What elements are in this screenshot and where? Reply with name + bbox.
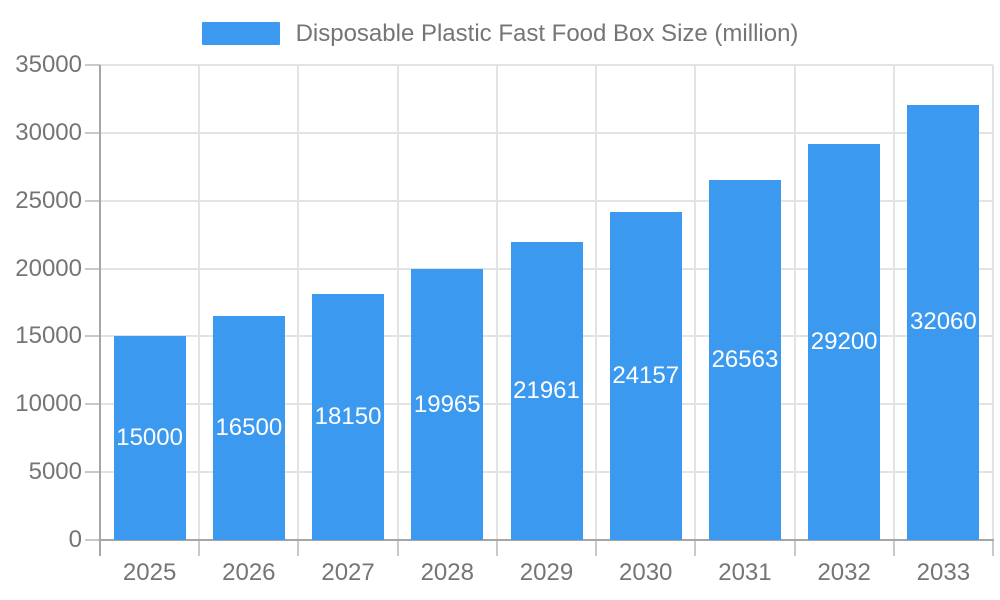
bar-2028 <box>411 269 484 540</box>
x-axis-tick <box>793 541 796 556</box>
bar-value-label: 26563 <box>711 345 779 373</box>
bar-value-label: 15000 <box>116 424 183 452</box>
y-axis-line <box>99 65 101 556</box>
x-axis-tick-label: 2030 <box>619 559 673 586</box>
x-axis-tick-label: 2027 <box>321 559 375 586</box>
y-axis-tick-label: 5000 <box>28 458 82 486</box>
y-axis-tick-label: 0 <box>68 526 82 553</box>
y-axis-tick-label: 20000 <box>15 254 82 282</box>
bar-2026 <box>212 316 285 540</box>
bar-value-label: 32060 <box>910 308 977 336</box>
bar-value-label: 16500 <box>215 414 283 442</box>
y-axis-tick <box>85 471 100 474</box>
x-axis-tick-label: 2025 <box>122 559 177 586</box>
bar-2033 <box>907 104 980 540</box>
bar-value-label: 29200 <box>810 327 878 355</box>
gridline-vertical <box>595 65 598 540</box>
gridline-horizontal <box>100 64 993 66</box>
gridline-vertical <box>694 65 697 540</box>
x-axis-tick <box>495 541 498 556</box>
x-axis-tick-label: 2032 <box>817 559 871 586</box>
gridline-vertical <box>198 65 201 540</box>
bar-value-label: 24157 <box>612 362 680 390</box>
x-axis-tick-label: 2026 <box>222 559 276 586</box>
bar-2032 <box>808 143 881 540</box>
bar-2027 <box>312 293 385 540</box>
y-axis-tick-label: 35000 <box>15 51 82 78</box>
gridline-vertical <box>992 65 994 540</box>
legend-label: Disposable Plastic Fast Food Box Size (m… <box>295 19 799 47</box>
y-axis-tick-label: 15000 <box>15 322 82 350</box>
x-axis-tick <box>892 541 895 556</box>
x-axis-tick-label: 2031 <box>718 559 772 586</box>
gridline-vertical <box>793 65 796 540</box>
x-axis-tick <box>992 541 994 556</box>
bar-2025 <box>113 336 186 540</box>
x-axis-line <box>100 539 994 541</box>
x-axis-tick <box>396 541 399 556</box>
gridline-vertical <box>297 65 300 540</box>
x-axis-tick-label: 2033 <box>916 559 971 586</box>
bar-2030 <box>609 212 682 540</box>
chart-legend[interactable]: Disposable Plastic Fast Food Box Size (m… <box>0 20 1000 47</box>
bar-value-label: 18150 <box>314 402 382 430</box>
gridline-vertical <box>892 65 895 540</box>
x-axis-tick <box>694 541 697 556</box>
gridline-horizontal <box>100 199 993 202</box>
bar-value-label: 19965 <box>413 390 481 418</box>
y-axis-tick <box>85 64 100 66</box>
y-axis-tick-label: 25000 <box>15 186 82 214</box>
x-axis-tick-label: 2029 <box>519 559 574 586</box>
x-axis-tick <box>595 541 598 556</box>
bar-2029 <box>510 241 583 540</box>
y-axis-tick-label: 30000 <box>15 118 82 146</box>
y-axis-tick <box>85 199 100 202</box>
y-axis-tick <box>85 403 100 406</box>
y-axis-tick <box>85 131 100 134</box>
y-axis-tick <box>85 267 100 270</box>
bar-value-label: 21961 <box>513 376 580 404</box>
y-axis-tick-label: 10000 <box>15 390 82 418</box>
y-axis-tick <box>85 335 100 338</box>
gridline-vertical <box>495 65 498 540</box>
y-axis-tick <box>85 539 100 541</box>
legend-swatch-icon <box>201 22 280 45</box>
x-axis-tick <box>297 541 300 556</box>
bar-2031 <box>708 179 781 540</box>
x-axis-tick <box>198 541 201 556</box>
x-axis-tick-label: 2028 <box>420 559 474 586</box>
gridline-horizontal <box>100 131 993 134</box>
gridline-vertical <box>396 65 399 540</box>
